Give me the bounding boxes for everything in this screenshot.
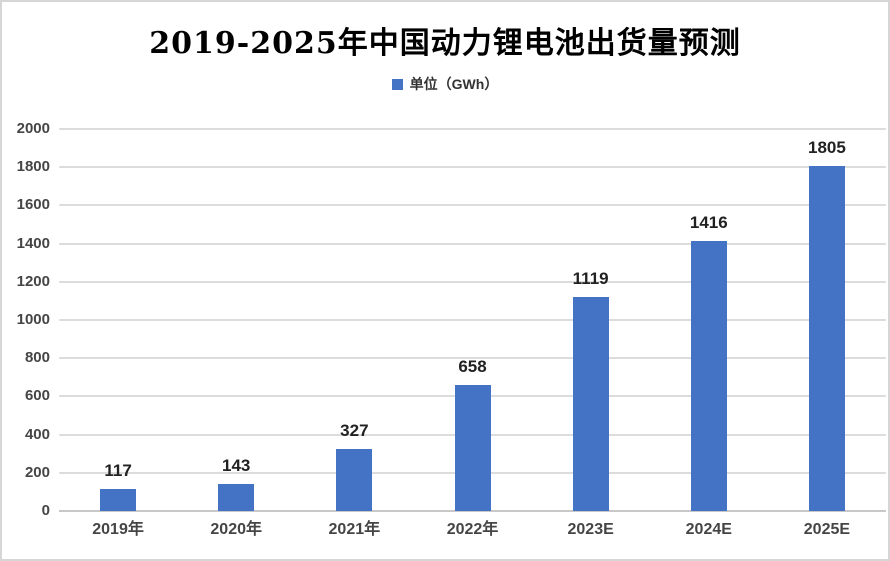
y-axis-tick-label: 800: [24, 349, 50, 367]
x-axis-line: [59, 510, 886, 512]
gridline: [59, 128, 886, 130]
bar-2023E: [572, 297, 609, 511]
x-axis-category-label: 2023E: [567, 521, 614, 538]
bar-value-label: 1805: [808, 138, 846, 158]
y-axis-tick-label: 400: [24, 425, 50, 443]
x-axis-category-label: 2021年: [328, 521, 381, 538]
bar-2019年: [100, 488, 137, 511]
bar-2024E: [690, 240, 727, 511]
legend: 单位（GWh）: [2, 74, 888, 94]
y-axis-tick-label: 200: [24, 463, 50, 481]
bar-2021年: [336, 448, 373, 511]
x-axis-category-label: 2024E: [685, 521, 732, 538]
bar-value-label: 1119: [572, 269, 609, 289]
bar-value-label: 143: [222, 455, 251, 475]
gridline: [59, 280, 886, 283]
y-axis-tick-label: 0: [41, 502, 50, 519]
x-axis-category-label: 2020年: [210, 521, 262, 538]
bar-2022年: [454, 385, 491, 511]
y-axis-tick-label: 1600: [16, 196, 50, 214]
y-axis-tick-label: 2000: [16, 120, 50, 137]
y-axis-tick-label: 1000: [16, 311, 50, 328]
bar-2025E: [808, 166, 845, 511]
gridline: [59, 242, 886, 245]
gridline: [59, 166, 886, 169]
y-axis-tick-label: 1400: [16, 234, 50, 252]
x-axis-category-label: 2019年: [92, 521, 144, 538]
x-axis-category-label: 2025E: [803, 521, 851, 538]
y-axis-tick-label: 1200: [16, 272, 50, 290]
bar-value-label: 658: [458, 357, 487, 377]
chart-title: 2019-2025年中国动力锂电池出货量预测: [149, 26, 741, 61]
gridline: [59, 319, 886, 321]
bar-value-label: 327: [340, 420, 369, 440]
gridline: [59, 357, 886, 360]
legend-marker-icon: [391, 78, 403, 90]
y-axis-tick-label: 600: [24, 387, 50, 405]
gridline: [59, 204, 886, 207]
bar-value-label: 1416: [689, 212, 728, 232]
bar-value-label: 117: [104, 460, 132, 480]
y-axis-tick-label: 1800: [16, 158, 50, 176]
bar-2020年: [218, 483, 255, 511]
legend-series-label: 单位（GWh）: [409, 76, 499, 92]
x-axis-category-label: 2022年: [446, 521, 499, 538]
